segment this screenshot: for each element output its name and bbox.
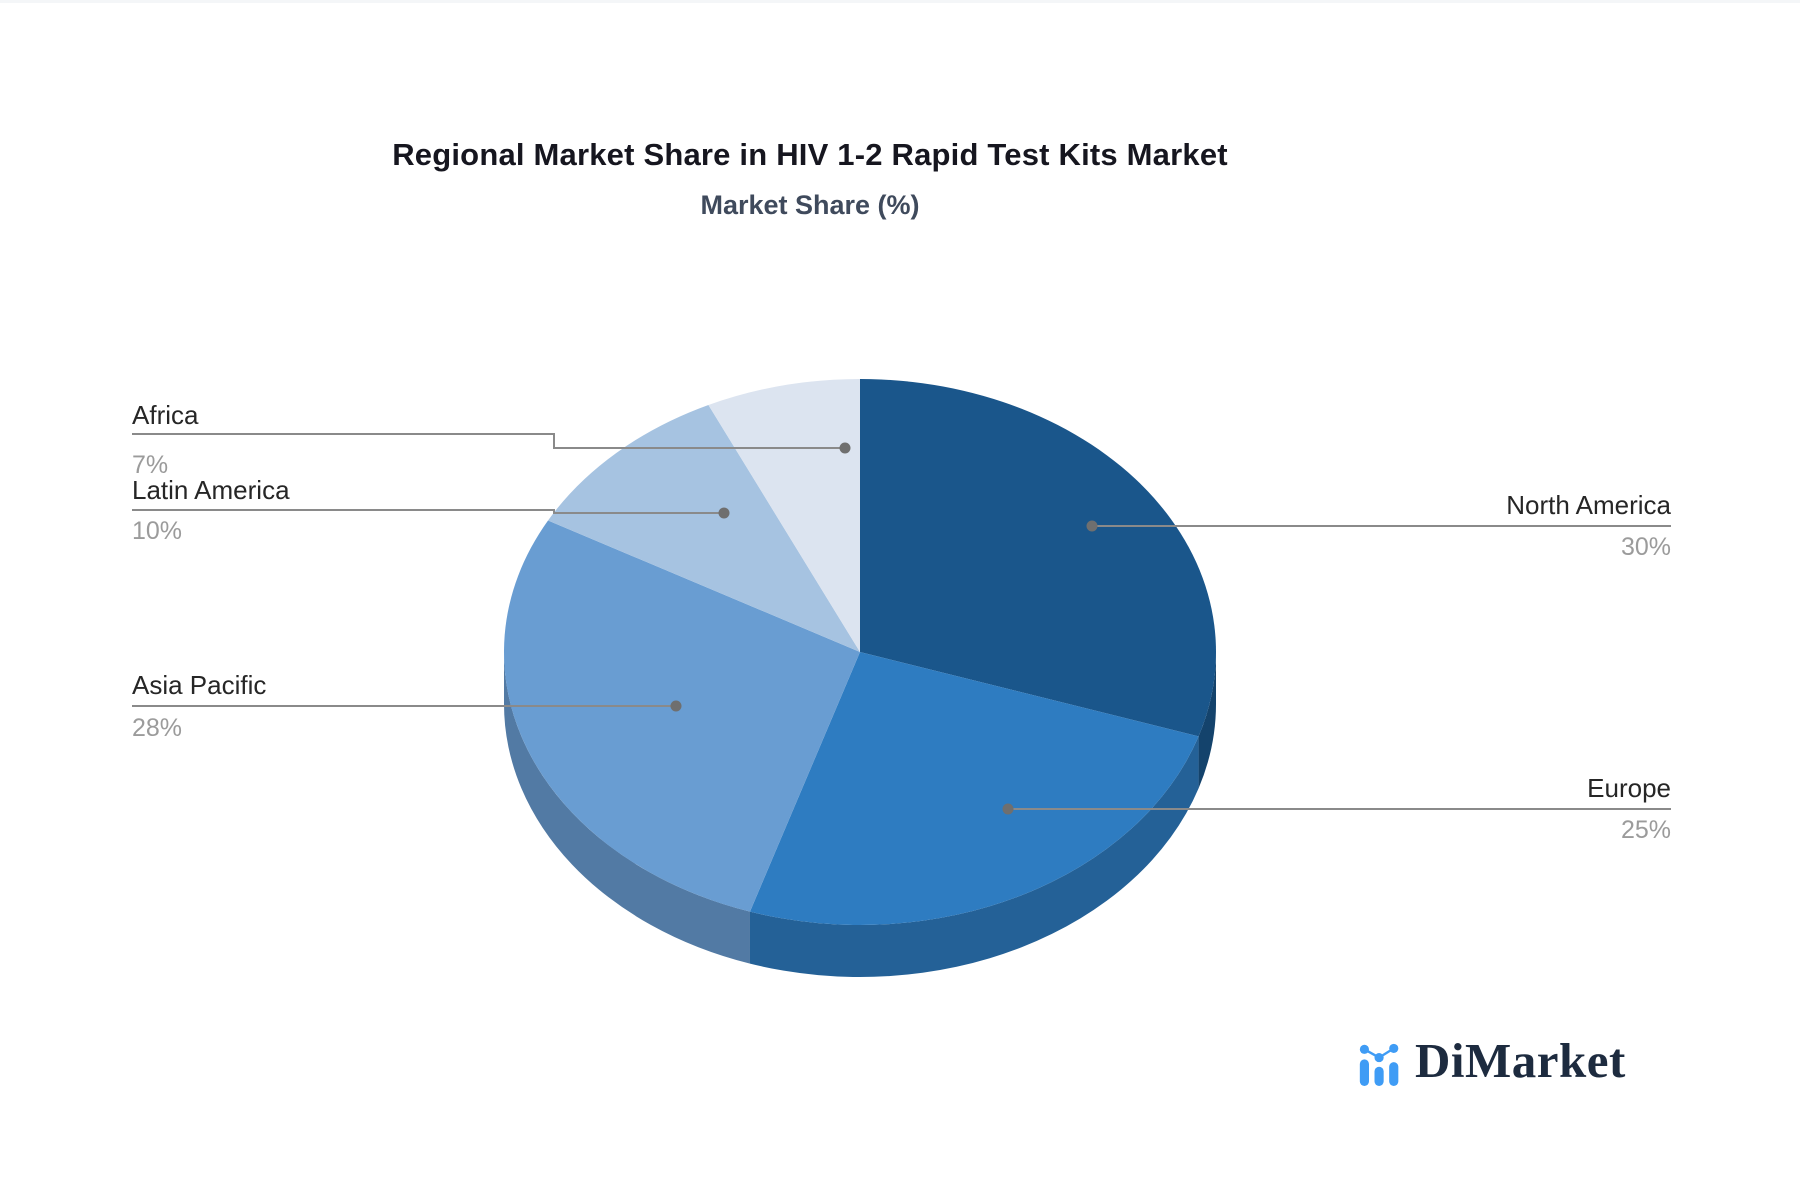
pie-slice-asia-pacific[interactable]: [503, 520, 860, 912]
callout-label-europe: Europe: [1587, 773, 1671, 803]
leader-dot-asia-pacific: [670, 700, 682, 712]
pie-slice-side-europe: [749, 736, 1199, 978]
callout-label-latin-america: Latin America: [132, 475, 290, 505]
callout-value-north-america: 30%: [1620, 533, 1671, 561]
callout-label-africa: Africa: [132, 400, 199, 430]
leader-dot-north-america: [1086, 520, 1098, 532]
callout-value-latin-america: 10%: [132, 517, 183, 545]
callout-label-north-america: North America: [1506, 490, 1671, 520]
callout-value-asia-pacific: 28%: [132, 714, 183, 742]
pie-slice-side-asia-pacific: [504, 652, 750, 964]
pie-slice-europe[interactable]: [749, 652, 1199, 925]
callout-label-asia-pacific: Asia Pacific: [132, 670, 267, 700]
pie-slice-north-america[interactable]: [860, 379, 1216, 737]
pie-slice-side-north-america: [1198, 652, 1216, 789]
brand-logo: DiMarket: [1358, 1035, 1626, 1087]
leader-dot-latin-america: [718, 507, 730, 519]
pie-slice-latin-america[interactable]: [548, 404, 860, 652]
logo-text: DiMarket: [1415, 1033, 1626, 1088]
leader-line-africa: [132, 433, 845, 449]
logo-chart-icon: [1359, 1043, 1399, 1086]
callout-value-europe: 25%: [1620, 816, 1671, 844]
callout-value-africa: 7%: [132, 451, 169, 479]
pie-chart: [132, 379, 1671, 978]
leader-dot-europe: [1002, 803, 1014, 815]
leader-line-latin-america: [132, 509, 724, 514]
leader-dot-africa: [839, 442, 851, 454]
